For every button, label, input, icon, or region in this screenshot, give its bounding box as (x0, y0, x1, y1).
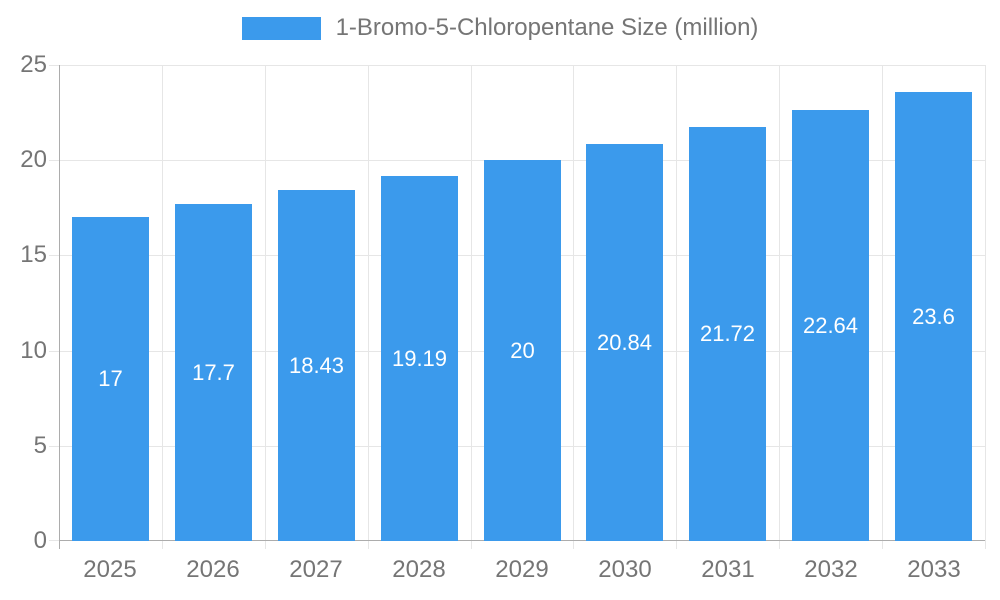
bar[interactable]: 23.6 (895, 92, 972, 541)
y-axis-line (59, 65, 60, 549)
gridline-vertical (471, 65, 472, 549)
y-tick-label: 15 (20, 241, 47, 268)
legend-swatch (241, 16, 321, 40)
bar[interactable]: 17 (72, 217, 149, 541)
legend: 1-Bromo-5-Chloropentane Size (million) (0, 14, 1000, 42)
x-tick-label: 2030 (598, 556, 652, 583)
bar-value-label: 23.6 (912, 303, 955, 329)
y-tick-label: 25 (20, 51, 47, 78)
bar-value-label: 21.72 (699, 321, 756, 346)
gridline-vertical (265, 65, 266, 549)
gridline-vertical (985, 65, 986, 549)
y-tick (49, 540, 59, 541)
y-tick-label: 10 (20, 337, 47, 364)
bar[interactable]: 22.64 (792, 110, 869, 541)
x-tick-label: 2029 (495, 556, 549, 583)
bar-value-label: 20.84 (596, 329, 653, 355)
bar[interactable]: 17.7 (175, 204, 252, 541)
bar[interactable]: 21.72 (689, 127, 766, 541)
legend-item[interactable]: 1-Bromo-5-Chloropentane Size (million) (241, 14, 759, 42)
bar[interactable]: 20.84 (586, 144, 663, 541)
x-tick-label: 2032 (804, 556, 858, 583)
x-tick-label: 2026 (186, 556, 240, 583)
y-tick-label: 5 (33, 432, 47, 459)
bar-value-label: 17.7 (192, 359, 235, 385)
bar-value-label: 17 (98, 366, 123, 391)
x-tick-label: 2031 (701, 556, 755, 583)
legend-label: 1-Bromo-5-Chloropentane Size (million) (335, 14, 759, 41)
plot-area[interactable]: 17 17.7 18.43 19.19 20 20.84 21.72 22.64 23.6 (49, 65, 986, 549)
x-tick-label: 2033 (907, 556, 961, 583)
y-tick-label: 0 (33, 527, 47, 554)
bar[interactable]: 18.43 (278, 190, 355, 541)
gridline-vertical (676, 65, 677, 549)
bar[interactable]: 19.19 (381, 176, 458, 541)
bar-value-label: 19.19 (391, 345, 448, 371)
x-tick-label: 2027 (289, 556, 343, 583)
x-tick-label: 2028 (392, 556, 446, 583)
gridline-vertical (368, 65, 369, 549)
bar-value-label: 20 (510, 337, 535, 363)
gridline-vertical (779, 65, 780, 549)
gridline-vertical (162, 65, 163, 549)
gridline-vertical (882, 65, 883, 549)
bar[interactable]: 20 (484, 160, 561, 541)
bar-value-label: 22.64 (802, 312, 859, 338)
x-tick-label: 2025 (83, 556, 137, 583)
y-tick-label: 20 (20, 146, 47, 173)
bar-value-label: 18.43 (288, 352, 345, 378)
gridline-vertical (573, 65, 574, 549)
gridline-horizontal (49, 65, 985, 66)
